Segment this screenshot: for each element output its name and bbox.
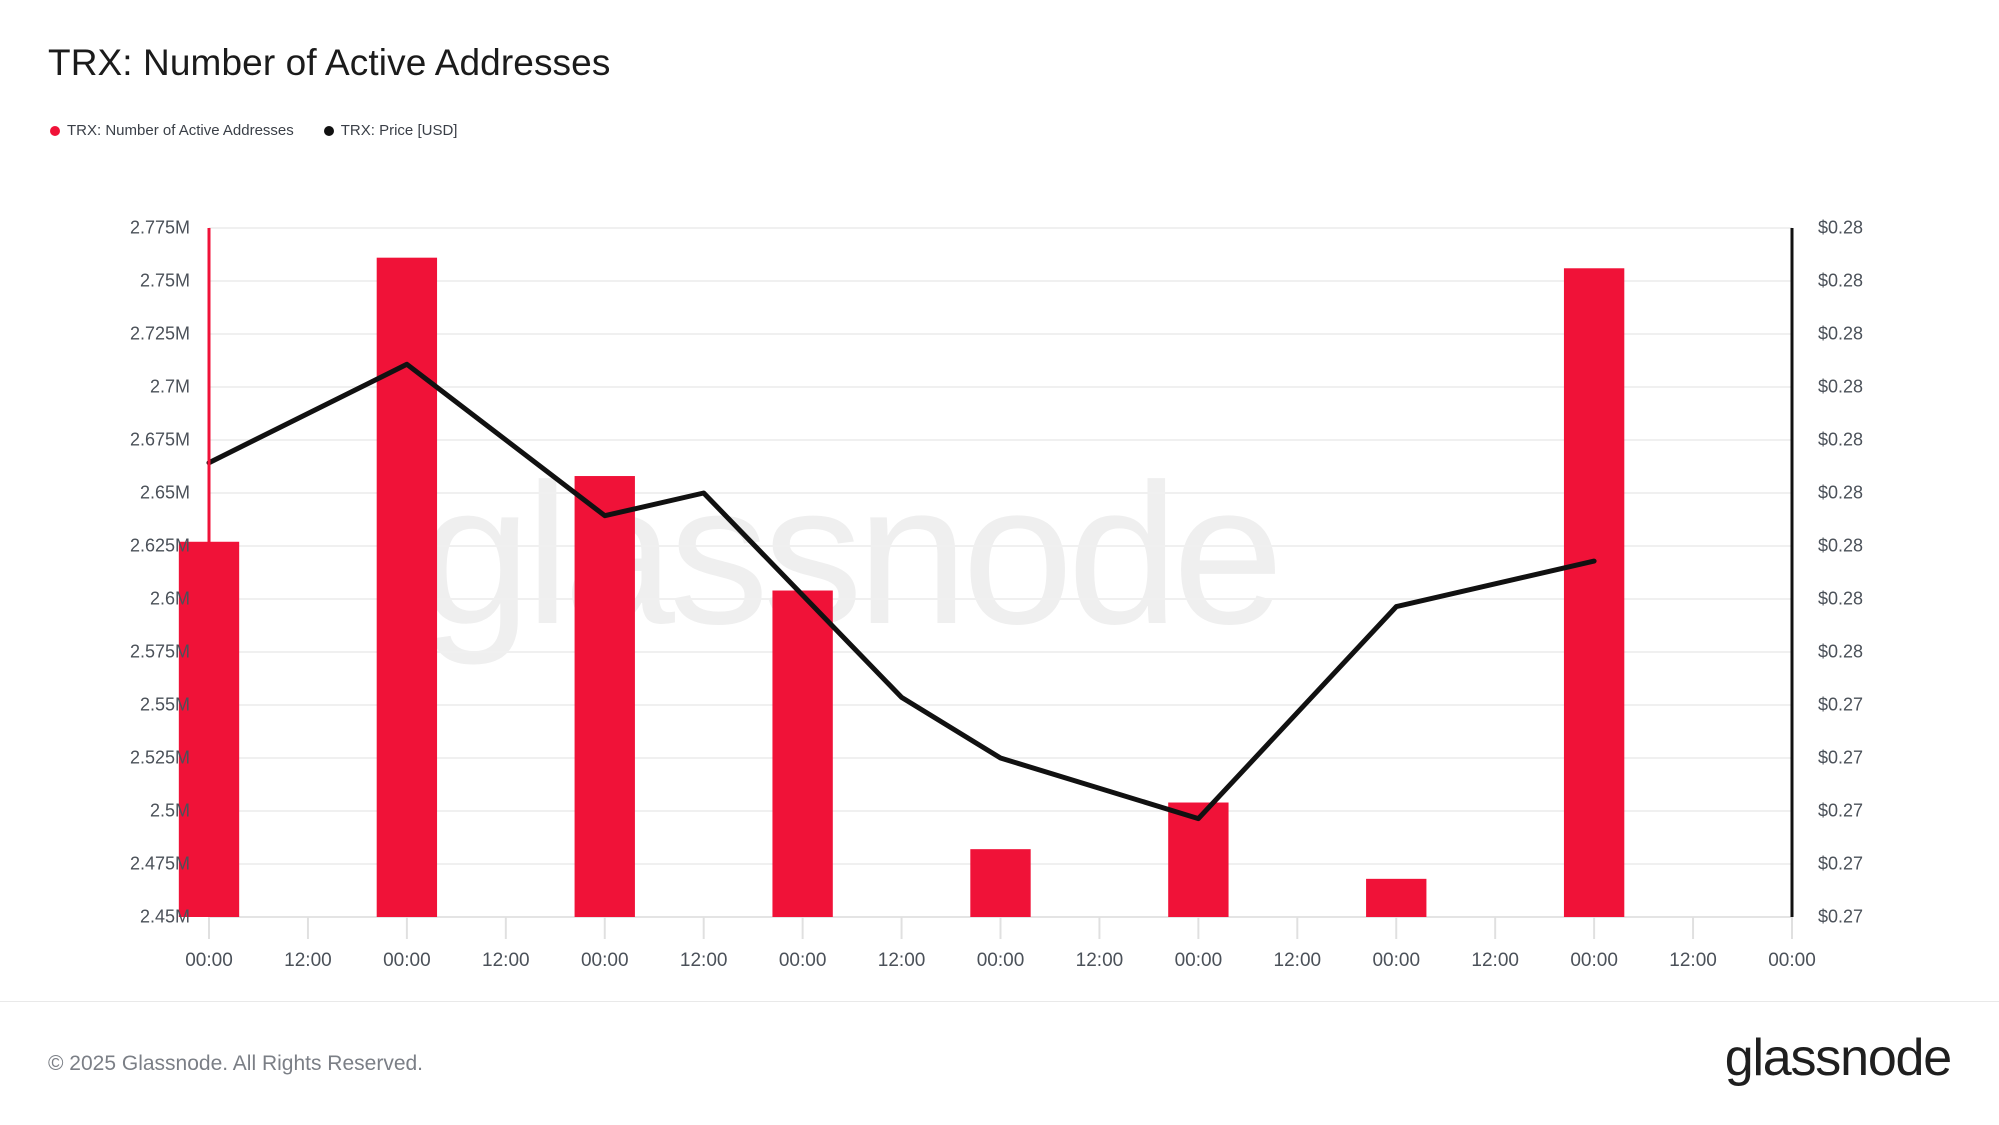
legend-marker-dot-icon (50, 125, 60, 136)
left-axis-tick-label: 2.775M (129, 217, 190, 238)
legend-item-label: TRX: Price [USD] (340, 122, 458, 139)
right-axis-tick-label: $0.27 (1818, 906, 1864, 927)
left-axis-tick-label: 2.55M (139, 694, 190, 715)
bar-series (178, 257, 1625, 917)
footer-divider (0, 1001, 1999, 1002)
left-axis-tick-label: 2.625M (129, 535, 190, 556)
right-axis-tick-label: $0.27 (1818, 800, 1864, 821)
right-axis-tick-label: $0.28 (1818, 429, 1864, 450)
left-axis-tick-label: 2.575M (129, 641, 190, 662)
bar[interactable] (574, 476, 635, 917)
x-axis-tick-label: 00:00 (1372, 950, 1421, 971)
price-line-series (206, 361, 1597, 822)
bar[interactable] (1168, 802, 1229, 917)
x-axis-tick-label: 12:00 (679, 950, 728, 971)
plot-area: glassnode 2.775M 2.75M 2.725M 2.7M 2.675M 2.6… (129, 217, 1864, 972)
x-axis-tick-label: 00:00 (1174, 950, 1223, 971)
x-axis-tick-label: 00:00 (778, 950, 827, 971)
chart-legend: TRX: Number of Active Addresses TRX: Pri… (50, 122, 457, 139)
left-axis-tick-label: 2.475M (129, 853, 190, 874)
footer-logo: glassnode (1724, 1029, 1952, 1087)
x-axis-tick-label: 12:00 (1471, 950, 1519, 971)
legend-item-active-addresses[interactable]: TRX: Number of Active Addresses (50, 122, 294, 139)
x-axis-tick-label: 12:00 (877, 950, 926, 971)
right-axis-tick-label: $0.27 (1818, 747, 1864, 768)
legend-item-price[interactable]: TRX: Price [USD] (323, 122, 458, 139)
x-axis-ticks (208, 917, 1793, 939)
legend-marker-dot-icon (323, 125, 334, 136)
bar[interactable] (1366, 878, 1427, 917)
x-axis-tick-label: 00:00 (1768, 950, 1816, 971)
left-axis-tick-label: 2.525M (129, 747, 190, 768)
right-axis-tick-label: $0.27 (1818, 694, 1864, 715)
x-axis-tick-label: 12:00 (1075, 950, 1124, 971)
left-axis-tick-label: 2.45M (139, 906, 190, 927)
left-axis-tick-label: 2.675M (129, 429, 190, 450)
left-axis-tick-label: 2.7M (149, 376, 190, 397)
right-axis-tick-label: $0.28 (1818, 323, 1864, 344)
x-axis-tick-label: 12:00 (1669, 950, 1717, 971)
chart-canvas (178, 227, 1794, 939)
legend-item-label: TRX: Number of Active Addresses (67, 122, 294, 139)
bar[interactable] (772, 590, 833, 917)
right-axis-tick-label: $0.28 (1818, 588, 1864, 609)
x-axis-tick-label: 00:00 (976, 950, 1025, 971)
bar[interactable] (376, 257, 438, 917)
page-title: TRX: Number of Active Addresses (48, 42, 611, 83)
right-axis-tick-label: $0.28 (1818, 270, 1864, 291)
left-axis-tick-label: 2.65M (139, 482, 190, 503)
x-axis-tick-label: 12:00 (284, 950, 332, 971)
x-axis-tick-label: 00:00 (383, 950, 431, 971)
left-axis-tick-label: 2.75M (139, 270, 190, 291)
bar[interactable] (970, 849, 1031, 917)
x-axis-tick-label: 00:00 (1570, 950, 1618, 971)
x-axis-tick-label: 00:00 (185, 950, 233, 971)
bar[interactable] (1563, 268, 1625, 917)
x-axis-tick-label: 00:00 (580, 950, 629, 971)
right-axis-tick-label: $0.28 (1818, 641, 1864, 662)
right-axis-tick-label: $0.28 (1818, 535, 1864, 556)
right-axis-tick-label: $0.28 (1818, 482, 1864, 503)
x-axis-tick-label: 12:00 (482, 950, 530, 971)
left-axis-tick-label: 2.6M (149, 588, 190, 609)
x-axis-tick-label: 12:00 (1273, 950, 1322, 971)
right-axis-tick-label: $0.28 (1818, 217, 1864, 238)
left-axis-tick-label: 2.5M (149, 800, 190, 821)
footer-copyright: © 2025 Glassnode. All Rights Reserved. (48, 1052, 424, 1075)
right-axis-tick-label: $0.27 (1818, 853, 1864, 874)
right-axis-tick-label: $0.28 (1818, 376, 1864, 397)
left-axis-tick-label: 2.725M (129, 323, 190, 344)
